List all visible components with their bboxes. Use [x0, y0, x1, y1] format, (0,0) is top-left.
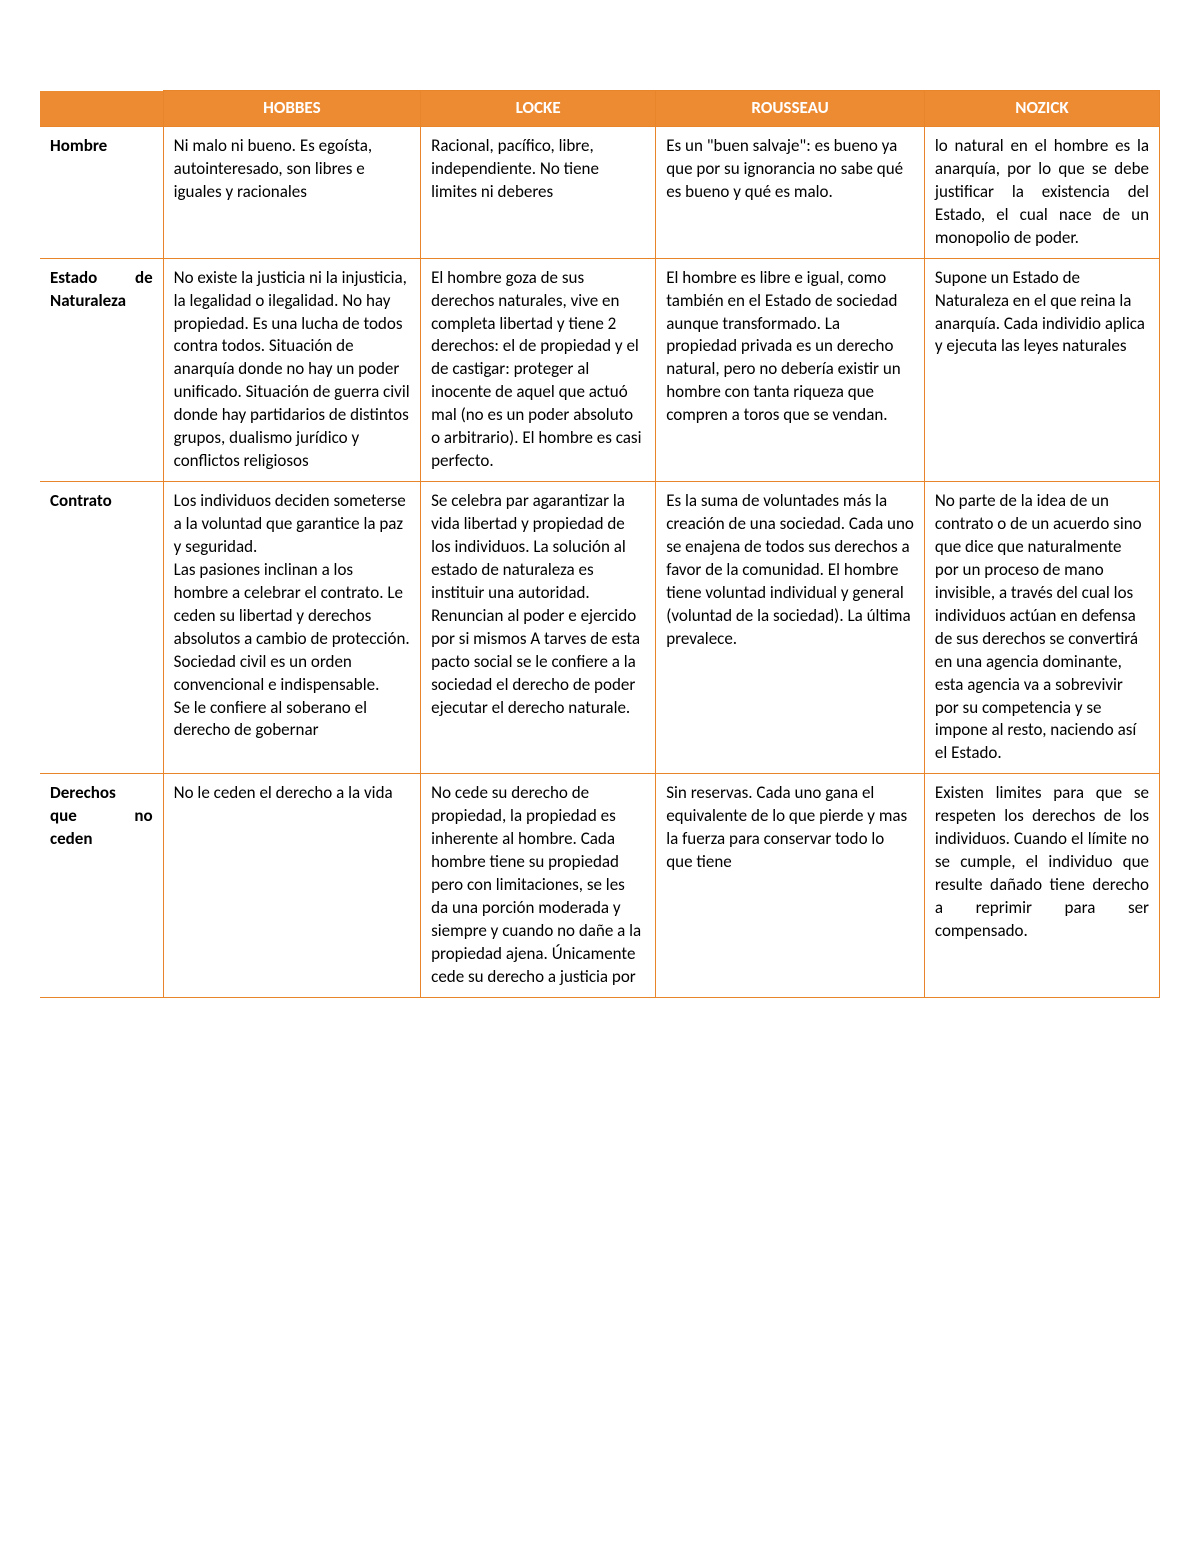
header-locke: LOCKE	[421, 91, 656, 127]
table-row: DerechosquenocedenNo le ceden el derecho…	[40, 774, 1160, 997]
cell-nozick: lo natural en el hombre es la anarquía, …	[924, 126, 1159, 258]
cell-rousseau: El hombre es libre e igual, como también…	[656, 258, 925, 481]
cell-locke: No cede su derecho de propiedad, la prop…	[421, 774, 656, 997]
table-body: HombreNi malo ni bueno. Es egoísta, auto…	[40, 126, 1160, 997]
cell-locke: Se celebra par agarantizar la vida liber…	[421, 482, 656, 774]
header-nozick: NOZICK	[924, 91, 1159, 127]
cell-rousseau: Es un "buen salvaje": es bueno ya que po…	[656, 126, 925, 258]
cell-rousseau: Es la suma de voluntades más la creación…	[656, 482, 925, 774]
cell-rousseau: Sin reservas. Cada uno gana el equivalen…	[656, 774, 925, 997]
row-label: Hombre	[40, 126, 163, 258]
table-row: ContratoLos individuos deciden someterse…	[40, 482, 1160, 774]
header-hobbes: HOBBES	[163, 91, 420, 127]
cell-locke: Racional, pacífico, libre, independiente…	[421, 126, 656, 258]
header-empty	[40, 91, 163, 127]
cell-locke: El hombre goza de sus derechos naturales…	[421, 258, 656, 481]
table-row: HombreNi malo ni bueno. Es egoísta, auto…	[40, 126, 1160, 258]
cell-nozick: Supone un Estado de Naturaleza en el que…	[924, 258, 1159, 481]
row-label: Derechosquenoceden	[40, 774, 163, 997]
cell-hobbes: No le ceden el derecho a la vida	[163, 774, 420, 997]
row-label: EstadodeNaturaleza	[40, 258, 163, 481]
cell-hobbes: Los individuos deciden someterse a la vo…	[163, 482, 420, 774]
cell-nozick: No parte de la idea de un contrato o de …	[924, 482, 1159, 774]
header-rousseau: ROUSSEAU	[656, 91, 925, 127]
row-label: Contrato	[40, 482, 163, 774]
table-row: EstadodeNaturalezaNo existe la justicia …	[40, 258, 1160, 481]
cell-nozick: Existen limites para que se respeten los…	[924, 774, 1159, 997]
cell-hobbes: Ni malo ni bueno. Es egoísta, autointere…	[163, 126, 420, 258]
comparison-table: HOBBES LOCKE ROUSSEAU NOZICK HombreNi ma…	[40, 90, 1160, 998]
cell-hobbes: No existe la justicia ni la injusticia, …	[163, 258, 420, 481]
table-header-row: HOBBES LOCKE ROUSSEAU NOZICK	[40, 91, 1160, 127]
